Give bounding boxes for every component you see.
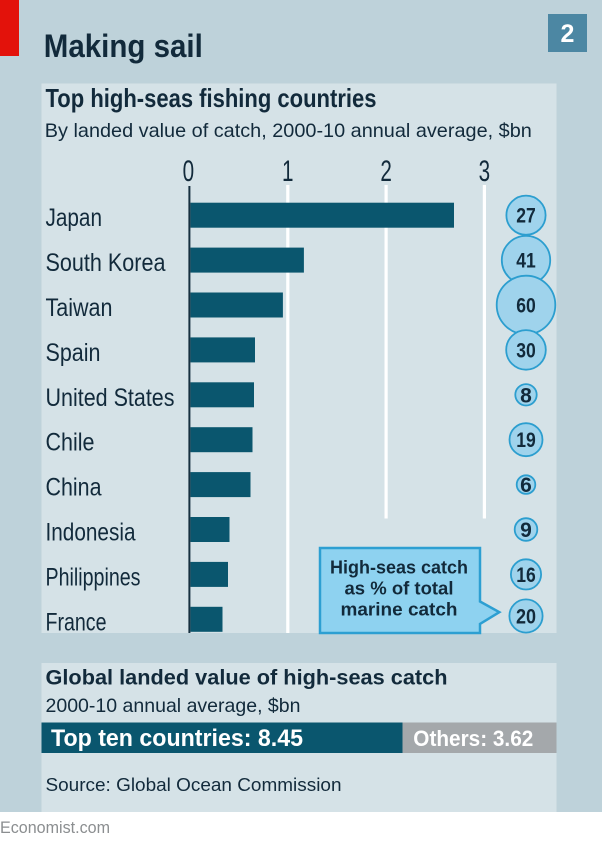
svg-text:60: 60 (516, 295, 536, 318)
svg-text:Source: Global Ocean Commissio: Source: Global Ocean Commission (46, 774, 342, 795)
svg-text:0: 0 (183, 155, 195, 188)
svg-text:6: 6 (520, 474, 532, 497)
svg-text:Chile: Chile (46, 429, 95, 457)
svg-text:2: 2 (380, 155, 392, 188)
svg-text:Philippines: Philippines (46, 563, 141, 591)
svg-text:8: 8 (520, 384, 532, 407)
svg-text:Others: 3.62: Others: 3.62 (413, 726, 533, 751)
svg-text:Japan: Japan (46, 204, 103, 232)
svg-text:19: 19 (516, 429, 536, 452)
svg-text:United States: United States (46, 384, 175, 412)
svg-text:Making sail: Making sail (44, 28, 203, 64)
svg-text:Taiwan: Taiwan (46, 294, 113, 322)
svg-text:South Korea: South Korea (46, 249, 166, 277)
svg-text:China: China (46, 474, 102, 502)
svg-text:9: 9 (520, 519, 532, 542)
svg-text:2000-10 annual average, $bn: 2000-10 annual average, $bn (46, 695, 301, 717)
svg-text:2: 2 (561, 20, 575, 48)
svg-text:3: 3 (479, 155, 491, 188)
svg-text:27: 27 (516, 205, 536, 228)
svg-text:marine catch: marine catch (341, 599, 458, 620)
svg-text:Top ten countries: 8.45: Top ten countries: 8.45 (51, 725, 303, 752)
svg-text:41: 41 (516, 250, 536, 273)
svg-text:Top high-seas fishing countrie: Top high-seas fishing countries (46, 83, 377, 113)
svg-text:30: 30 (516, 339, 536, 362)
svg-text:as % of total: as % of total (345, 578, 454, 599)
svg-text:High-seas catch: High-seas catch (330, 557, 468, 578)
svg-text:Economist.com: Economist.com (0, 819, 110, 837)
svg-text:1: 1 (282, 155, 294, 188)
svg-text:Spain: Spain (46, 339, 101, 367)
svg-text:Global landed value of high-se: Global landed value of high-seas catch (46, 667, 448, 690)
svg-text:20: 20 (516, 606, 536, 629)
svg-text:16: 16 (516, 564, 536, 587)
svg-text:Indonesia: Indonesia (46, 519, 136, 547)
svg-text:By landed value of catch, 2000: By landed value of catch, 2000-10 annual… (45, 120, 532, 142)
svg-text:France: France (46, 608, 107, 636)
